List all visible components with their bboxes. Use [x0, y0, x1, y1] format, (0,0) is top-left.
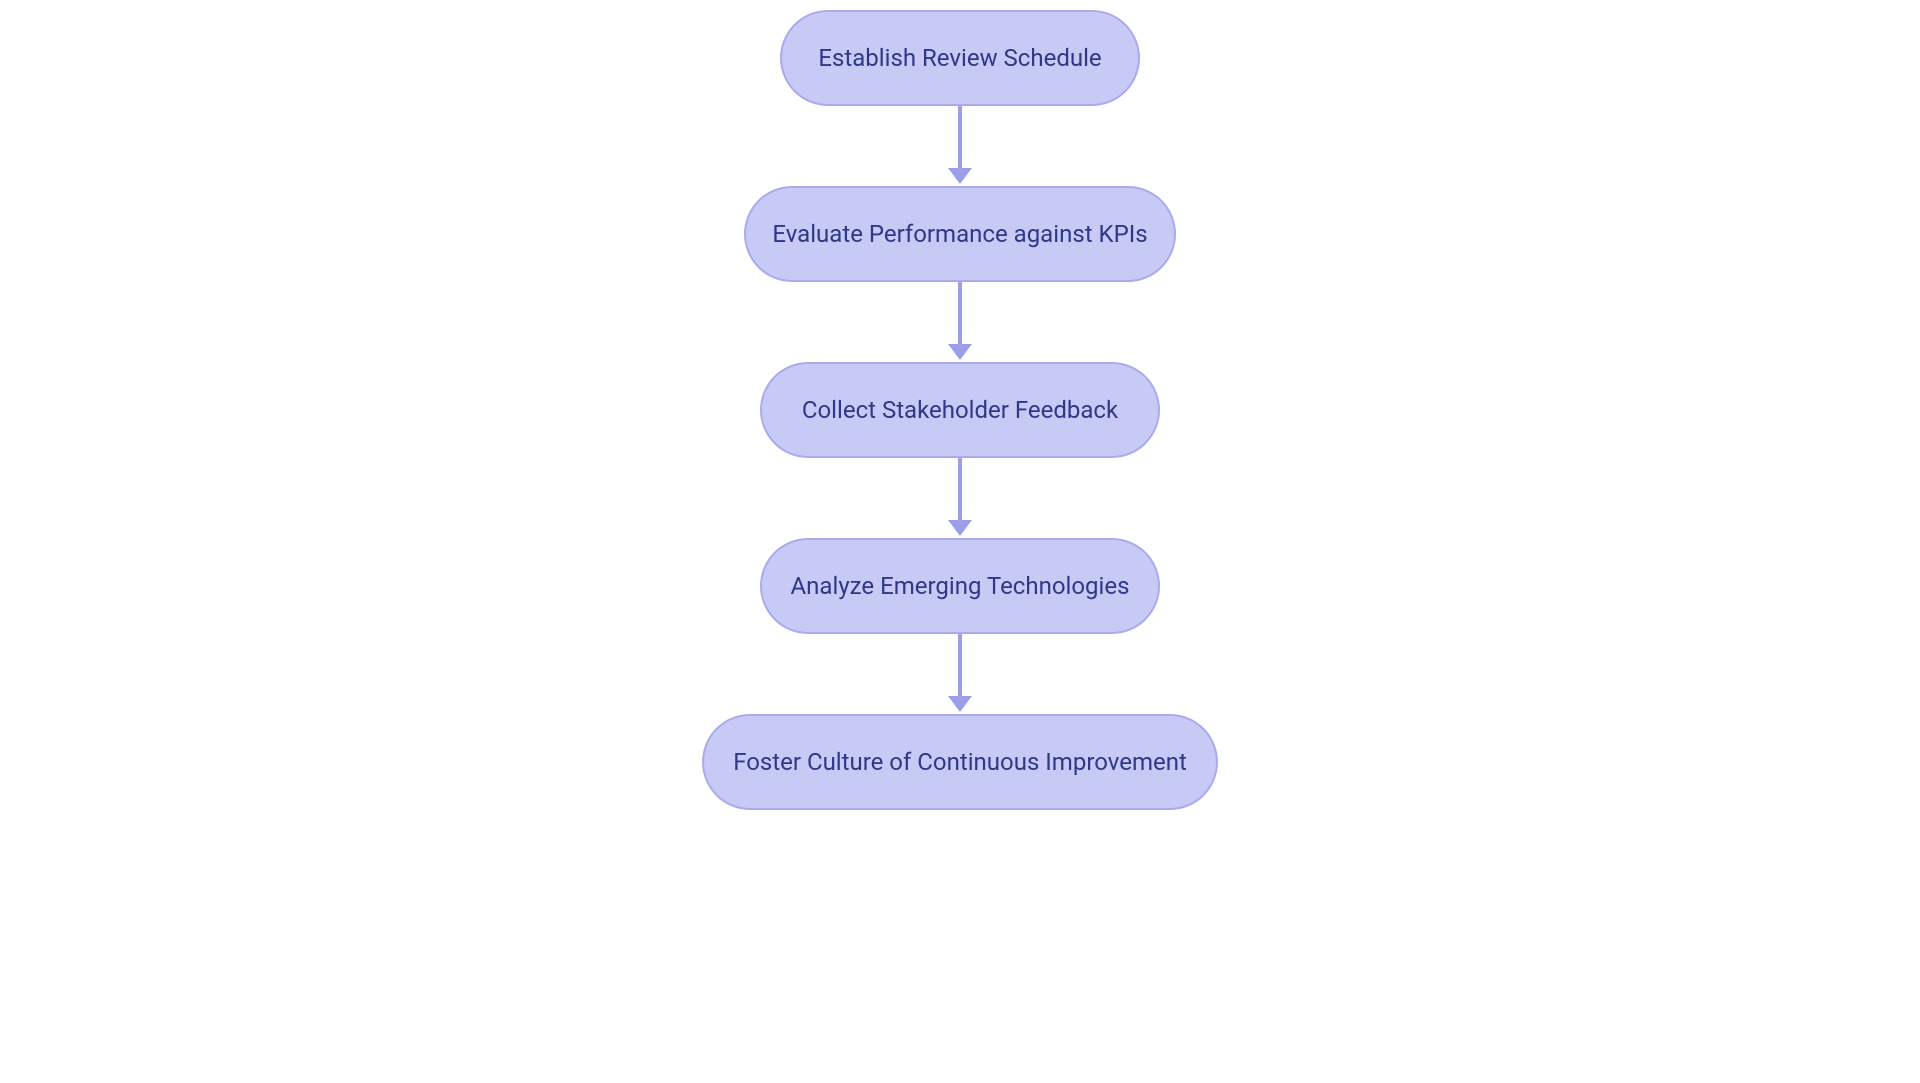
arrow-line: [958, 106, 962, 168]
flowchart-arrow: [948, 634, 972, 714]
flowchart-node: Establish Review Schedule: [780, 10, 1140, 106]
flowchart-node-label: Foster Culture of Continuous Improvement: [733, 748, 1187, 776]
flowchart-container: Establish Review Schedule Evaluate Perfor…: [702, 10, 1218, 810]
flowchart-node-label: Evaluate Performance against KPIs: [772, 220, 1147, 248]
arrow-line: [958, 458, 962, 520]
flowchart-node-label: Establish Review Schedule: [818, 44, 1101, 72]
flowchart-node-label: Analyze Emerging Technologies: [791, 572, 1130, 600]
arrow-head-icon: [948, 520, 972, 536]
flowchart-node: Collect Stakeholder Feedback: [760, 362, 1160, 458]
flowchart-arrow: [948, 458, 972, 538]
flowchart-node: Evaluate Performance against KPIs: [744, 186, 1176, 282]
arrow-head-icon: [948, 168, 972, 184]
flowchart-arrow: [948, 282, 972, 362]
flowchart-node-label: Collect Stakeholder Feedback: [802, 396, 1118, 424]
flowchart-node: Analyze Emerging Technologies: [760, 538, 1160, 634]
flowchart-node: Foster Culture of Continuous Improvement: [702, 714, 1218, 810]
arrow-head-icon: [948, 344, 972, 360]
arrow-head-icon: [948, 696, 972, 712]
flowchart-arrow: [948, 106, 972, 186]
arrow-line: [958, 634, 962, 696]
arrow-line: [958, 282, 962, 344]
